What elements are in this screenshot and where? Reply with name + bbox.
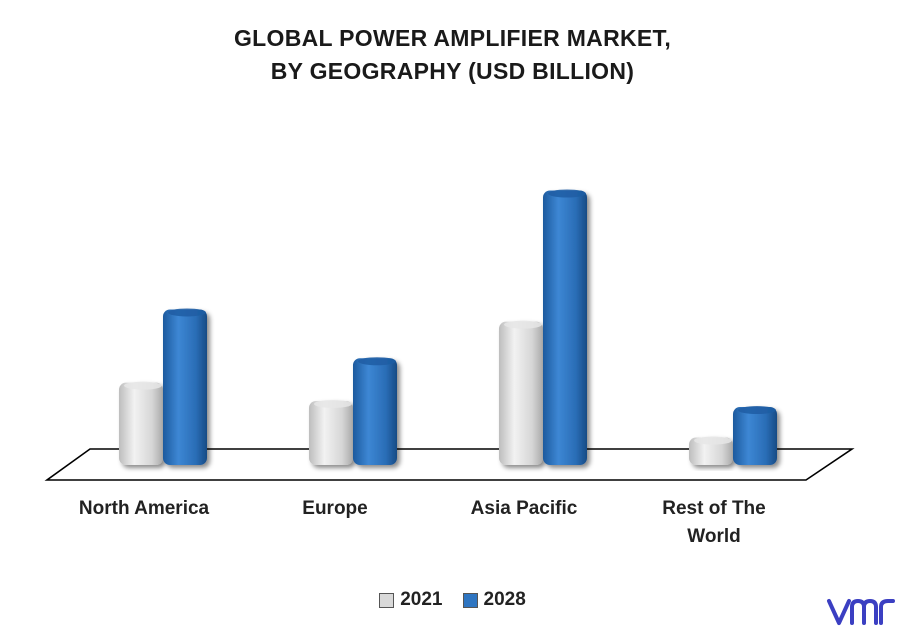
chart-title: GLOBAL POWER AMPLIFIER MARKET, BY GEOGRA… (0, 22, 905, 88)
bar-top (358, 357, 396, 366)
bar-top (314, 399, 352, 408)
bar-rest-of-the-world-2021 (689, 436, 733, 465)
chart-title-line-2: BY GEOGRAPHY (USD BILLION) (270, 58, 635, 84)
bar-asia-pacific-2021 (499, 320, 543, 465)
bar-top (738, 406, 776, 415)
legend: 2021 2028 (0, 589, 905, 611)
bar-body (689, 437, 733, 465)
bar-top (548, 189, 586, 198)
legend-swatch-2021 (379, 592, 395, 608)
bar-body (353, 358, 397, 465)
legend-label-2028: 2028 (483, 589, 526, 610)
bar-top (694, 436, 732, 445)
bar-body (309, 400, 353, 465)
chart-title-line-1: GLOBAL POWER AMPLIFIER MARKET, (233, 25, 672, 51)
chart-floor (44, 448, 855, 481)
bar-body (733, 407, 777, 465)
vmr-logo-icon (827, 599, 895, 625)
bar-asia-pacific-2028 (543, 189, 587, 465)
bar-body (499, 321, 543, 465)
category-label-north-america: North America (78, 498, 210, 519)
bar-north-america-2028 (163, 308, 207, 465)
bar-europe-2021 (309, 399, 353, 465)
bar-rest-of-the-world-2028 (733, 406, 777, 465)
legend-item-2028: 2028 (462, 589, 526, 611)
bar-top (504, 320, 542, 329)
bar-body (163, 309, 207, 465)
category-label-europe: Europe (302, 498, 368, 519)
legend-item-2021: 2021 (379, 589, 443, 611)
category-label-asia-pacific: Asia Pacific (470, 498, 578, 519)
bar-body (119, 382, 163, 465)
bar-body (543, 190, 587, 465)
bar-europe-2028 (353, 357, 397, 465)
bar-top (124, 381, 162, 390)
bar-top (168, 308, 206, 317)
bar-north-america-2021 (119, 381, 163, 465)
bars-group (119, 189, 777, 465)
legend-swatch-2028 (462, 592, 478, 608)
legend-label-2021: 2021 (400, 589, 443, 610)
category-label-rest-of-the-world: Rest of The World (662, 498, 766, 547)
